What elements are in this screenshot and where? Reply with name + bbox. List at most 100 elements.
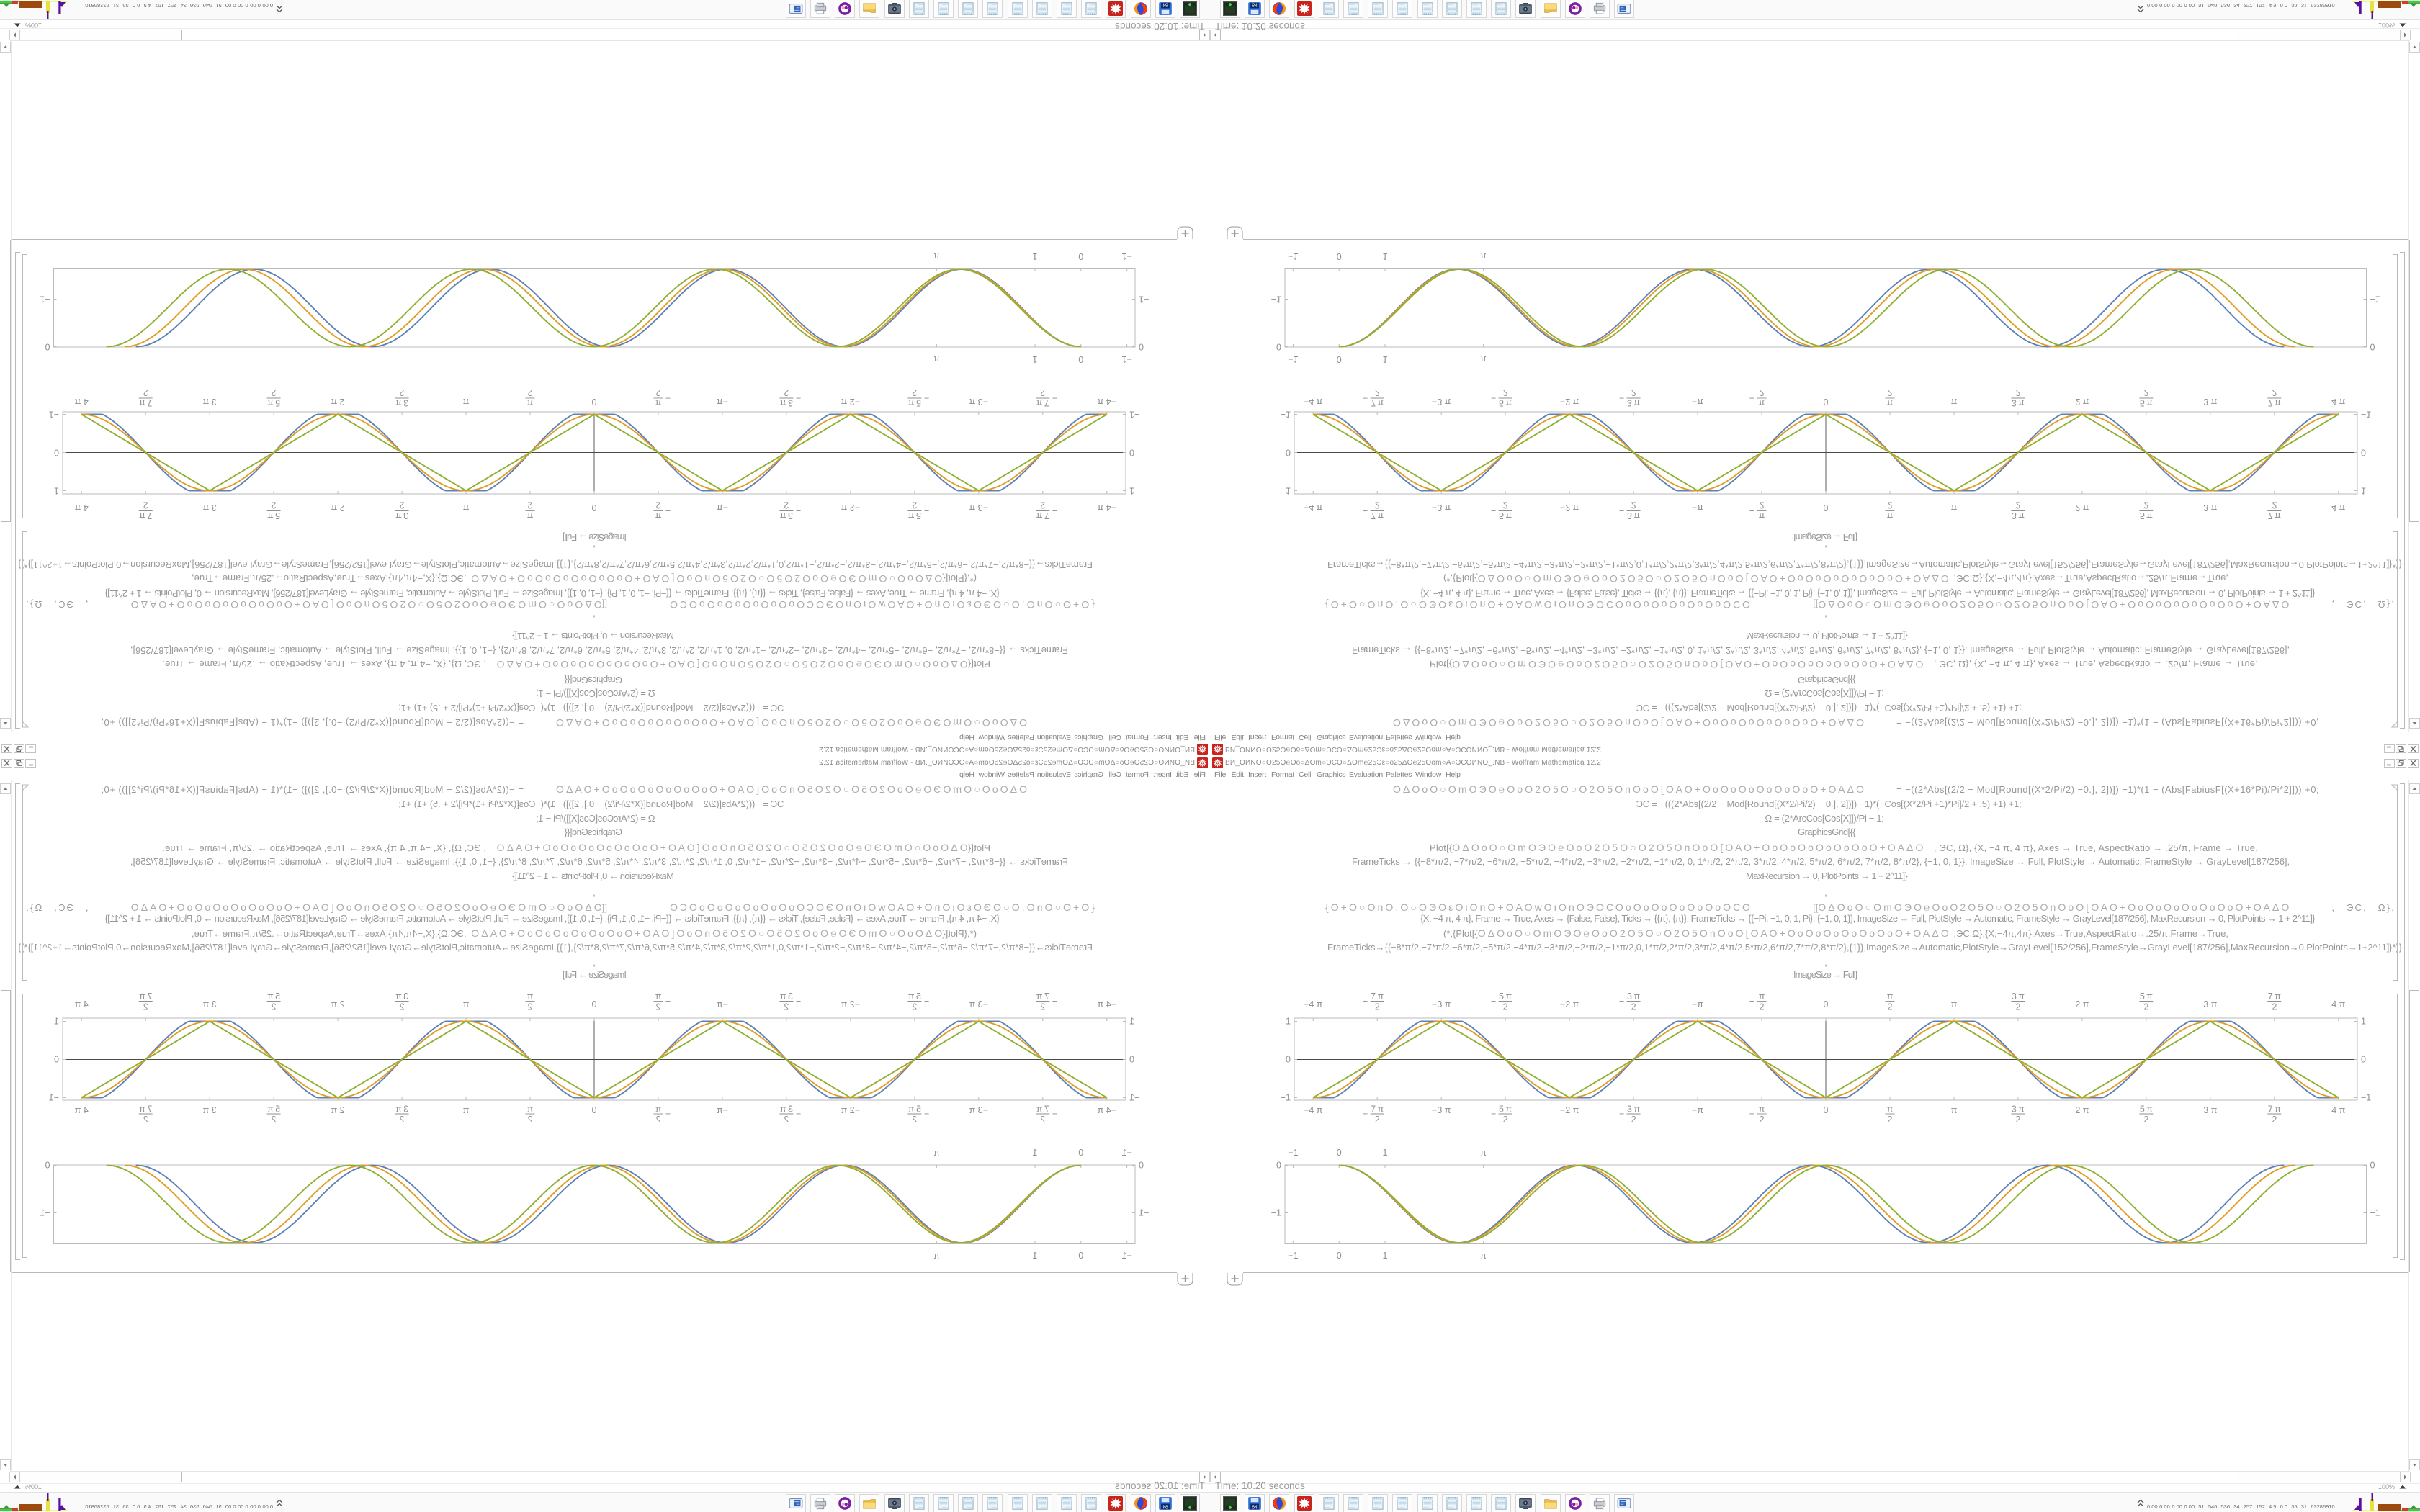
svg-text:−1: −1: [2361, 1093, 2371, 1103]
svg-text:1: 1: [1129, 486, 1134, 496]
svg-text:0: 0: [2370, 1161, 2375, 1171]
svg-text:5 π: 5 π: [1499, 510, 1512, 521]
svg-text:3 π: 3 π: [2203, 999, 2217, 1009]
svg-text:3 π: 3 π: [2203, 1105, 2217, 1115]
svg-text:2: 2: [143, 387, 148, 397]
svg-text:−π: −π: [1692, 397, 1703, 407]
svg-text:7 π: 7 π: [1371, 398, 1384, 408]
svg-text:0: 0: [2361, 1055, 2366, 1065]
svg-text:2: 2: [2272, 500, 2277, 510]
svg-text:2: 2: [912, 500, 917, 510]
svg-text:−3 π: −3 π: [1432, 1105, 1451, 1115]
svg-text:7 π: 7 π: [1371, 991, 1384, 1002]
svg-text:−1: −1: [1121, 1148, 1131, 1158]
svg-text:7 π: 7 π: [2268, 398, 2281, 408]
svg-text:4 π: 4 π: [2331, 1105, 2345, 1115]
svg-text:0: 0: [1824, 397, 1829, 407]
svg-text:2: 2: [527, 1002, 532, 1012]
svg-text:π: π: [1480, 354, 1487, 364]
svg-text:5 π: 5 π: [267, 398, 280, 408]
svg-text:3 π: 3 π: [202, 999, 216, 1009]
svg-text:0: 0: [1824, 999, 1829, 1009]
svg-text:3 π: 3 π: [2012, 1104, 2025, 1115]
svg-text:2: 2: [272, 1002, 277, 1012]
svg-text:2: 2: [1760, 387, 1765, 397]
svg-text:2: 2: [1888, 1115, 1893, 1125]
svg-text:2 π: 2 π: [2075, 503, 2089, 513]
svg-text:5 π: 5 π: [2140, 510, 2153, 521]
svg-text:−: −: [666, 393, 671, 403]
svg-text:−1: −1: [40, 1208, 50, 1218]
svg-text:−: −: [1619, 393, 1624, 403]
svg-text:2: 2: [1040, 1115, 1045, 1125]
svg-text:0: 0: [1337, 1251, 1342, 1261]
svg-text:2: 2: [2272, 1002, 2277, 1012]
svg-text:π: π: [1887, 1104, 1894, 1115]
svg-text:64: 64: [1252, 1506, 1258, 1511]
svg-text:2: 2: [912, 1115, 917, 1125]
svg-text:3 π: 3 π: [779, 1104, 792, 1115]
svg-text:3 π: 3 π: [395, 1104, 408, 1115]
svg-text:0: 0: [1286, 1055, 1291, 1065]
svg-text:2: 2: [400, 1002, 405, 1012]
svg-text:π: π: [933, 1148, 940, 1158]
svg-text:4 π: 4 π: [74, 999, 88, 1009]
svg-text:2: 2: [272, 500, 277, 510]
svg-text:2: 2: [1760, 500, 1765, 510]
svg-text:π: π: [1759, 398, 1765, 408]
svg-text:−1: −1: [49, 410, 59, 420]
svg-text:π: π: [1480, 1148, 1487, 1158]
svg-text:−2 π: −2 π: [841, 999, 860, 1009]
svg-text:2 π: 2 π: [331, 1105, 344, 1115]
svg-text:−1: −1: [1129, 1093, 1139, 1103]
svg-text:π: π: [526, 991, 533, 1002]
svg-text:1: 1: [1032, 354, 1037, 364]
svg-text:7 π: 7 π: [1036, 398, 1049, 408]
svg-text:2: 2: [655, 387, 660, 397]
svg-text:π: π: [1951, 999, 1958, 1009]
svg-text:2: 2: [400, 387, 405, 397]
svg-text:2: 2: [1040, 500, 1045, 510]
svg-text:−4 π: −4 π: [1097, 397, 1116, 407]
svg-text:0: 0: [54, 448, 59, 458]
svg-text:−: −: [1619, 506, 1624, 516]
svg-text:−: −: [796, 1109, 801, 1119]
svg-text:π: π: [462, 397, 469, 407]
svg-text:2: 2: [400, 1115, 405, 1125]
svg-text:−: −: [1749, 393, 1754, 403]
svg-text:7 π: 7 π: [1036, 510, 1049, 521]
svg-text:7 π: 7 π: [1036, 1104, 1049, 1115]
svg-text:−1: −1: [1139, 294, 1149, 305]
svg-text:−: −: [1491, 1109, 1496, 1119]
svg-text:−: −: [1491, 393, 1496, 403]
svg-text:−1: −1: [1288, 251, 1298, 261]
svg-text:π: π: [933, 1251, 940, 1261]
svg-text:−π: −π: [717, 999, 728, 1009]
svg-text:5 π: 5 π: [908, 991, 920, 1002]
svg-text:−π: −π: [1692, 1105, 1703, 1115]
svg-text:2: 2: [655, 500, 660, 510]
svg-text:−: −: [1491, 506, 1496, 516]
svg-text:π: π: [1887, 510, 1894, 521]
svg-text:−2 π: −2 π: [1560, 397, 1579, 407]
svg-text:−π: −π: [717, 1105, 728, 1115]
svg-text:4 π: 4 π: [2331, 999, 2345, 1009]
svg-text:0: 0: [591, 503, 596, 513]
svg-text:0: 0: [1286, 448, 1291, 458]
svg-text:2: 2: [2272, 1115, 2277, 1125]
svg-text:0: 0: [1139, 1161, 1144, 1171]
svg-text:2: 2: [655, 1115, 660, 1125]
svg-text:π: π: [655, 510, 661, 521]
svg-text:2: 2: [1631, 500, 1636, 510]
svg-text:1: 1: [54, 486, 59, 496]
svg-text:2: 2: [527, 387, 532, 397]
svg-text:0: 0: [1139, 342, 1144, 352]
svg-text:7 π: 7 π: [2268, 510, 2281, 521]
svg-text:−1: −1: [1288, 354, 1298, 364]
svg-text:−2 π: −2 π: [1560, 1105, 1579, 1115]
svg-text:2: 2: [1375, 387, 1380, 397]
svg-text:2 π: 2 π: [2075, 397, 2089, 407]
svg-text:2: 2: [1375, 500, 1380, 510]
svg-text:7 π: 7 π: [1371, 510, 1384, 521]
svg-text:2: 2: [1760, 1115, 1765, 1125]
